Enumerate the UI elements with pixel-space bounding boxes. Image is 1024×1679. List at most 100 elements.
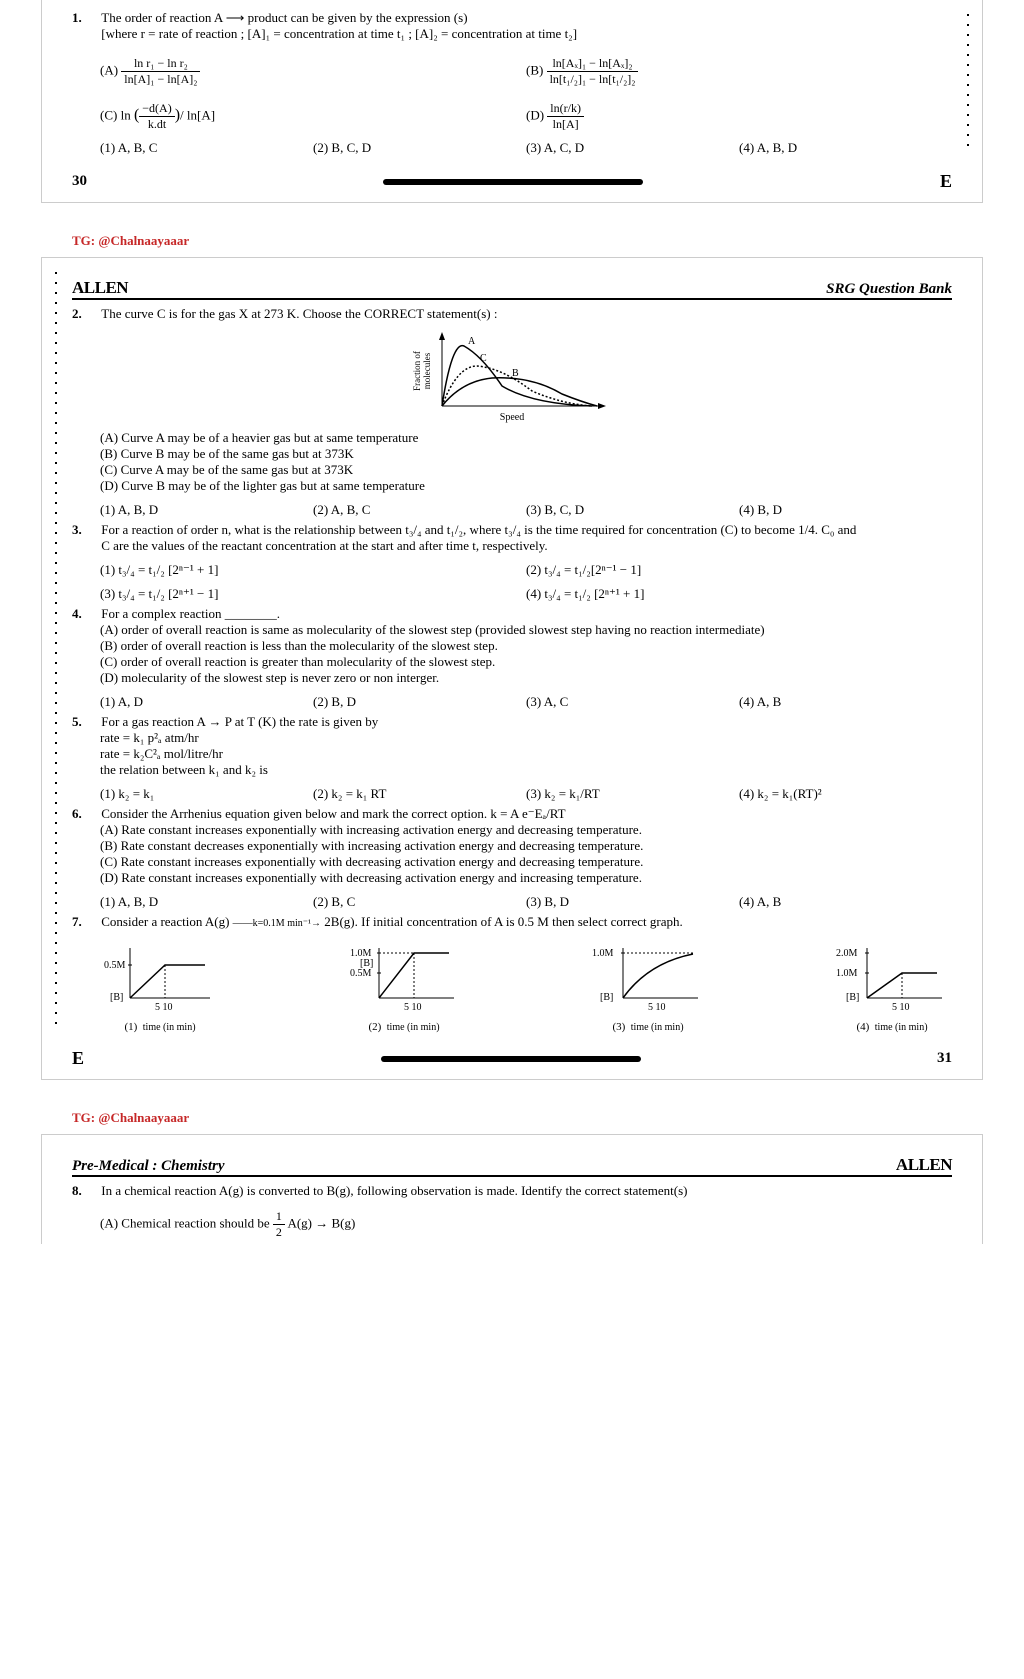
svg-text:1.0M: 1.0M — [592, 948, 614, 959]
q7-g3-label: (3) — [612, 1021, 625, 1033]
q8-number: 8. — [72, 1183, 98, 1199]
tg-tag-2: TG: @Chalnaayaaar — [72, 1110, 1024, 1126]
svg-text:2.0M: 2.0M — [836, 948, 858, 959]
q2-ans4: (4) B, D — [739, 502, 952, 518]
q2-xlabel: Speed — [500, 412, 524, 423]
question-7: 7. Consider a reaction A(g) ——k=0.1M min… — [72, 914, 952, 1033]
q2-text: The curve C is for the gas X at 273 K. C… — [101, 306, 861, 322]
svg-text:5 10: 5 10 — [155, 1002, 173, 1013]
opt-b-num: ln[Aₓ]₁ − ln[Aₓ]₂ — [547, 56, 639, 72]
q2-ans1: (1) A, B, D — [100, 502, 313, 518]
opt-a-frac: ln r₁ − ln r₂ ln[A]₁ − ln[A]₂ — [121, 56, 200, 87]
page2-divider — [381, 1056, 641, 1062]
q4-b: (B) order of overall reaction is less th… — [100, 638, 952, 654]
svg-text:0.5M: 0.5M — [104, 960, 126, 971]
q1-ans2: (2) B, C, D — [313, 140, 526, 156]
q1-note: [where r = rate of reaction ; [A]₁ = con… — [101, 26, 577, 41]
q7-graph-2: 1.0M 0.5M [B] 5 10 (2) time (in min) — [344, 938, 464, 1033]
q6-ans4: (4) A, B — [739, 894, 952, 910]
tg-tag-1: TG: @Chalnaayaaar — [72, 233, 1024, 249]
q6-text: Consider the Arrhenius equation given be… — [101, 806, 861, 822]
page-3-fragment: Pre-Medical : Chemistry ALLEN 8. In a ch… — [41, 1134, 983, 1244]
opt-d-frac: ln(r/k) ln[A] — [547, 101, 584, 132]
opt-c-frac: −d(A) k.dt — [139, 101, 174, 132]
opt-c-num: −d(A) — [139, 101, 174, 117]
svg-text:5 10: 5 10 — [892, 1002, 910, 1013]
q1-text: The order of reaction A ⟶ product can be… — [101, 10, 861, 42]
q5-o3: (3) k₂ = k₁/RT — [526, 786, 739, 802]
opt-b-frac: ln[Aₓ]₁ − ln[Aₓ]₂ ln[t₁/₂]₁ − ln[t₁/₂]₂ — [547, 56, 639, 87]
q2-ans3: (3) B, C, D — [526, 502, 739, 518]
q1-opt-b: (B) ln[Aₓ]₁ − ln[Aₓ]₂ ln[t₁/₂]₁ − ln[t₁/… — [526, 56, 952, 87]
q7-g1-xlabel: time (in min) — [143, 1022, 196, 1033]
q5-l1: rate = k₁ p²ₐ atm/hr — [100, 730, 952, 746]
question-1: 1. The order of reaction A ⟶ product can… — [72, 10, 952, 156]
q8-a-pre: (A) Chemical reaction should be — [100, 1215, 273, 1230]
q7-g1-svg: 0.5M 5 10 [B] — [100, 938, 220, 1018]
q7-g2-svg: 1.0M 0.5M [B] 5 10 — [344, 938, 464, 1018]
q7-g4-label: (4) — [856, 1021, 869, 1033]
question-3: 3. For a reaction of order n, what is th… — [72, 522, 952, 602]
page1-e: E — [940, 171, 952, 192]
q8-a-frac: 1 2 — [273, 1209, 285, 1240]
q4-number: 4. — [72, 606, 98, 622]
q7-g3-svg: 1.0M 5 10 [B] — [588, 938, 708, 1018]
opt-c-den: k.dt — [139, 117, 174, 132]
q2-label-a: A — [468, 336, 476, 347]
q7-graph-4: 2.0M 1.0M 5 10 [B] (4) time (in min) — [832, 938, 952, 1033]
page1-number: 30 — [72, 173, 87, 190]
q7-number: 7. — [72, 914, 98, 930]
allen-logo-2: ALLEN — [896, 1155, 952, 1175]
question-2: 2. The curve C is for the gas X at 273 K… — [72, 306, 952, 518]
q7-g2-xlabel: time (in min) — [387, 1022, 440, 1033]
page2-header: ALLEN SRG Question Bank — [72, 278, 952, 300]
q2-b: (B) Curve B may be of the same gas but a… — [100, 446, 952, 462]
svg-text:[B]: [B] — [846, 992, 859, 1003]
q6-b: (B) Rate constant decreases exponentiall… — [100, 838, 952, 854]
page-1-fragment: 1. The order of reaction A ⟶ product can… — [41, 0, 983, 203]
svg-text:1.0M: 1.0M — [836, 968, 858, 979]
svg-text:0.5M: 0.5M — [350, 968, 372, 979]
q6-ans2: (2) B, C — [313, 894, 526, 910]
q8-a-post: A(g) → B(g) — [287, 1215, 355, 1230]
q2-c: (C) Curve A may be of the same gas but a… — [100, 462, 952, 478]
q7-g2-label: (2) — [368, 1021, 381, 1033]
q2-ans2: (2) A, B, C — [313, 502, 526, 518]
q2-yaxis-arrow — [439, 332, 445, 340]
q2-label-b: B — [512, 368, 519, 379]
q6-d: (D) Rate constant increases exponentiall… — [100, 870, 952, 886]
q4-d: (D) molecularity of the slowest step is … — [100, 670, 952, 686]
opt-b-den: ln[t₁/₂]₁ − ln[t₁/₂]₂ — [547, 72, 639, 87]
page3-header: Pre-Medical : Chemistry ALLEN — [72, 1155, 952, 1177]
page2-footer: E 31 — [72, 1048, 952, 1069]
opt-a-num: ln r₁ − ln r₂ — [121, 56, 200, 72]
q4-c: (C) order of overall reaction is greater… — [100, 654, 952, 670]
q3-o1: (1) t₃/₄ = t₁/₂ [2ⁿ⁻¹ + 1] — [100, 562, 526, 578]
opt-c-label: (C) ln — [100, 107, 131, 122]
pre-med-title: Pre-Medical : Chemistry — [72, 1158, 224, 1175]
q3-number: 3. — [72, 522, 98, 538]
q2-number: 2. — [72, 306, 98, 322]
q6-a: (A) Rate constant increases exponentiall… — [100, 822, 952, 838]
q7-graph-1: 0.5M 5 10 [B] (1) time (in min) — [100, 938, 220, 1033]
page-2: ALLEN SRG Question Bank 2. The curve C i… — [41, 257, 983, 1080]
q1-opt-c: (C) ln ( −d(A) k.dt )/ ln[A] — [100, 101, 526, 132]
q5-o2: (2) k₂ = k₁ RT — [313, 786, 526, 802]
left-margin-dots — [52, 268, 60, 1029]
q4-ans1: (1) A, D — [100, 694, 313, 710]
q6-ans3: (3) B, D — [526, 894, 739, 910]
q2-ylabel: Fraction of — [412, 351, 422, 391]
q4-ans4: (4) A, B — [739, 694, 952, 710]
q7-g4-xlabel: time (in min) — [875, 1022, 928, 1033]
svg-text:5 10: 5 10 — [404, 1002, 422, 1013]
q5-l2: rate = k₂C²ₐ mol/litre/hr — [100, 746, 952, 762]
opt-d-num: ln(r/k) — [547, 101, 584, 117]
q7-text-b: 2B(g). If initial concentration of A is … — [324, 914, 682, 929]
q7-arrow: ——k=0.1M min⁻¹→ — [233, 918, 321, 929]
q3-text: For a reaction of order n, what is the r… — [101, 522, 861, 554]
opt-a-label: (A) — [100, 62, 118, 77]
q1-ans3: (3) A, C, D — [526, 140, 739, 156]
q5-o1: (1) k₂ = k₁ — [100, 786, 313, 802]
q1-number: 1. — [72, 10, 98, 26]
q7-g3-xlabel: time (in min) — [631, 1022, 684, 1033]
